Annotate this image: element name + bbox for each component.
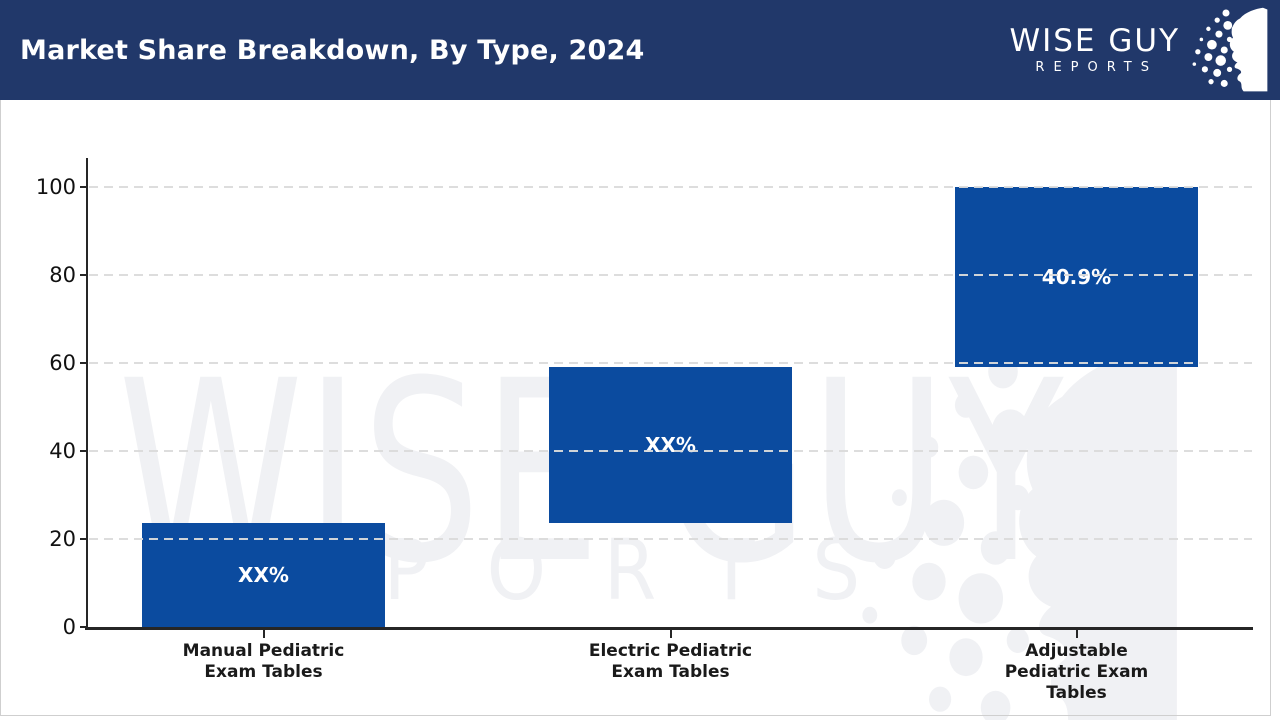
category-label: Adjustable Pediatric Exam Tables: [927, 641, 1227, 704]
page-title: Market Share Breakdown, By Type, 2024: [20, 34, 645, 66]
bar-value-label: XX%: [238, 562, 289, 587]
gridline: [89, 273, 1252, 276]
bar-value-label: 40.9%: [1041, 264, 1112, 289]
category-label-line: Manual Pediatric: [182, 641, 345, 661]
y-tick-label: 0: [62, 615, 76, 639]
bar-segment: XX%: [142, 522, 385, 627]
category-label-line: Exam Tables: [611, 662, 730, 682]
y-tick-mark: [80, 626, 87, 628]
category-label-line: Adjustable: [1025, 641, 1128, 661]
y-tick-label: 20: [49, 526, 76, 551]
y-tick-label: 100: [35, 174, 76, 199]
category-label-line: Pediatric Exam: [1004, 662, 1149, 682]
x-tick-mark: [1075, 630, 1078, 638]
bar-segment: 40.9%: [955, 186, 1198, 367]
logo-face-icon: [1192, 7, 1268, 92]
header-banner: Market Share Breakdown, By Type, 2024 WI…: [0, 0, 1280, 100]
y-tick-label: 80: [49, 262, 76, 287]
y-axis-line: [86, 158, 88, 629]
category-label-line: Electric Pediatric: [588, 641, 753, 661]
gridline: [89, 185, 1252, 188]
gridline: [89, 449, 1252, 452]
wise-guy-logo: WISE GUY REPORTS: [1009, 6, 1280, 94]
y-tick-mark: [80, 361, 87, 364]
x-axis-line: [85, 627, 1253, 630]
y-tick-mark: [80, 273, 87, 276]
gridline: [89, 361, 1252, 364]
y-tick-label: 60: [49, 350, 76, 375]
x-tick-mark: [669, 630, 672, 638]
y-tick-mark: [80, 185, 87, 188]
y-tick-mark: [80, 449, 87, 452]
gridline: [89, 537, 1252, 540]
logo-secondary-text: REPORTS: [1035, 59, 1159, 75]
y-tick-label: 40: [49, 438, 76, 463]
category-label-line: Tables: [1046, 683, 1107, 703]
y-tick-mark: [80, 537, 87, 540]
x-tick-mark: [262, 630, 265, 638]
category-label: Manual Pediatric Exam Tables: [114, 641, 414, 683]
bar-segment: XX%: [549, 366, 792, 523]
bar-value-label: XX%: [645, 432, 696, 457]
logo-primary-text: WISE GUY: [1009, 23, 1180, 60]
category-label: Electric Pediatric Exam Tables: [521, 641, 821, 683]
category-label-line: Exam Tables: [204, 662, 323, 682]
